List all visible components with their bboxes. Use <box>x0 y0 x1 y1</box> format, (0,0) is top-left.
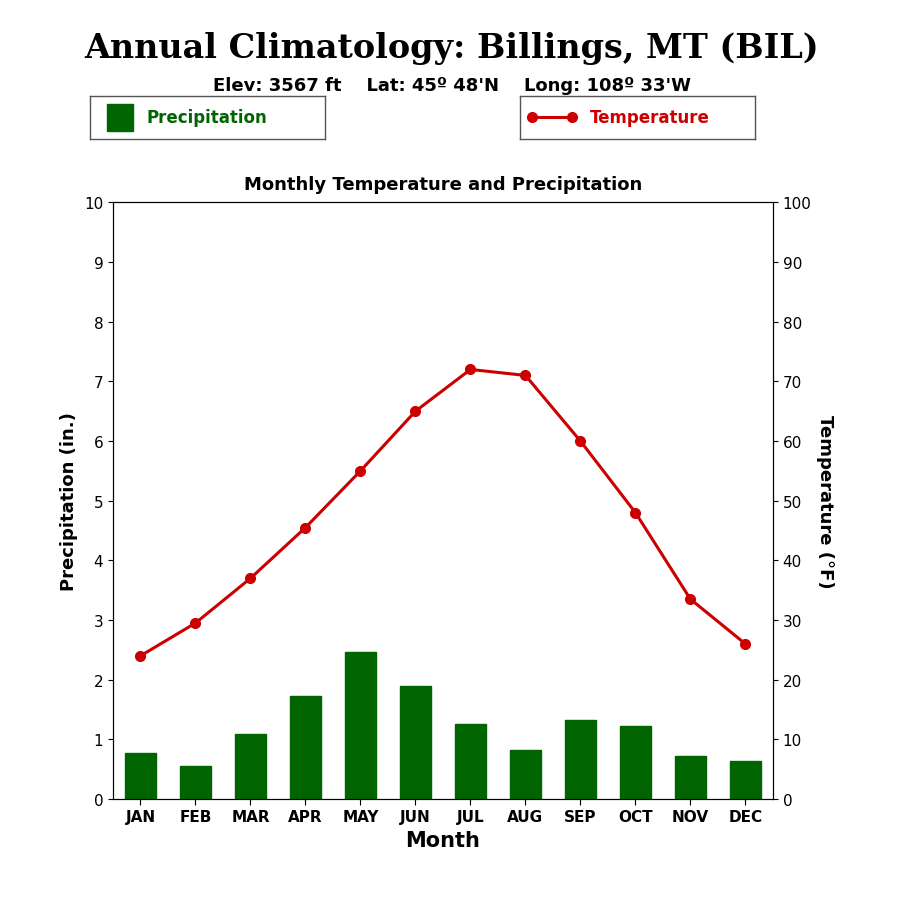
X-axis label: Month: Month <box>405 830 479 850</box>
Bar <box>290 696 321 799</box>
Bar <box>345 652 375 799</box>
Text: Elev: 3567 ft    Lat: 45º 48'N    Long: 108º 33'W: Elev: 3567 ft Lat: 45º 48'N Long: 108º 3… <box>213 77 690 95</box>
Bar <box>181 767 210 799</box>
Bar <box>400 686 430 799</box>
Bar <box>510 749 540 799</box>
Bar <box>619 726 650 799</box>
Bar <box>730 761 759 799</box>
Bar <box>126 753 155 799</box>
Title: Monthly Temperature and Precipitation: Monthly Temperature and Precipitation <box>244 175 641 193</box>
Text: Annual Climatology: Billings, MT (BIL): Annual Climatology: Billings, MT (BIL) <box>85 32 818 65</box>
Bar <box>455 724 485 799</box>
Y-axis label: Precipitation (in.): Precipitation (in.) <box>61 412 79 591</box>
Text: Temperature: Temperature <box>590 109 710 127</box>
Bar <box>564 721 595 799</box>
Bar <box>235 734 265 799</box>
Bar <box>107 105 133 132</box>
Bar <box>675 756 704 799</box>
Text: Precipitation: Precipitation <box>146 109 267 127</box>
Y-axis label: Temperature (°F): Temperature (°F) <box>815 414 833 588</box>
